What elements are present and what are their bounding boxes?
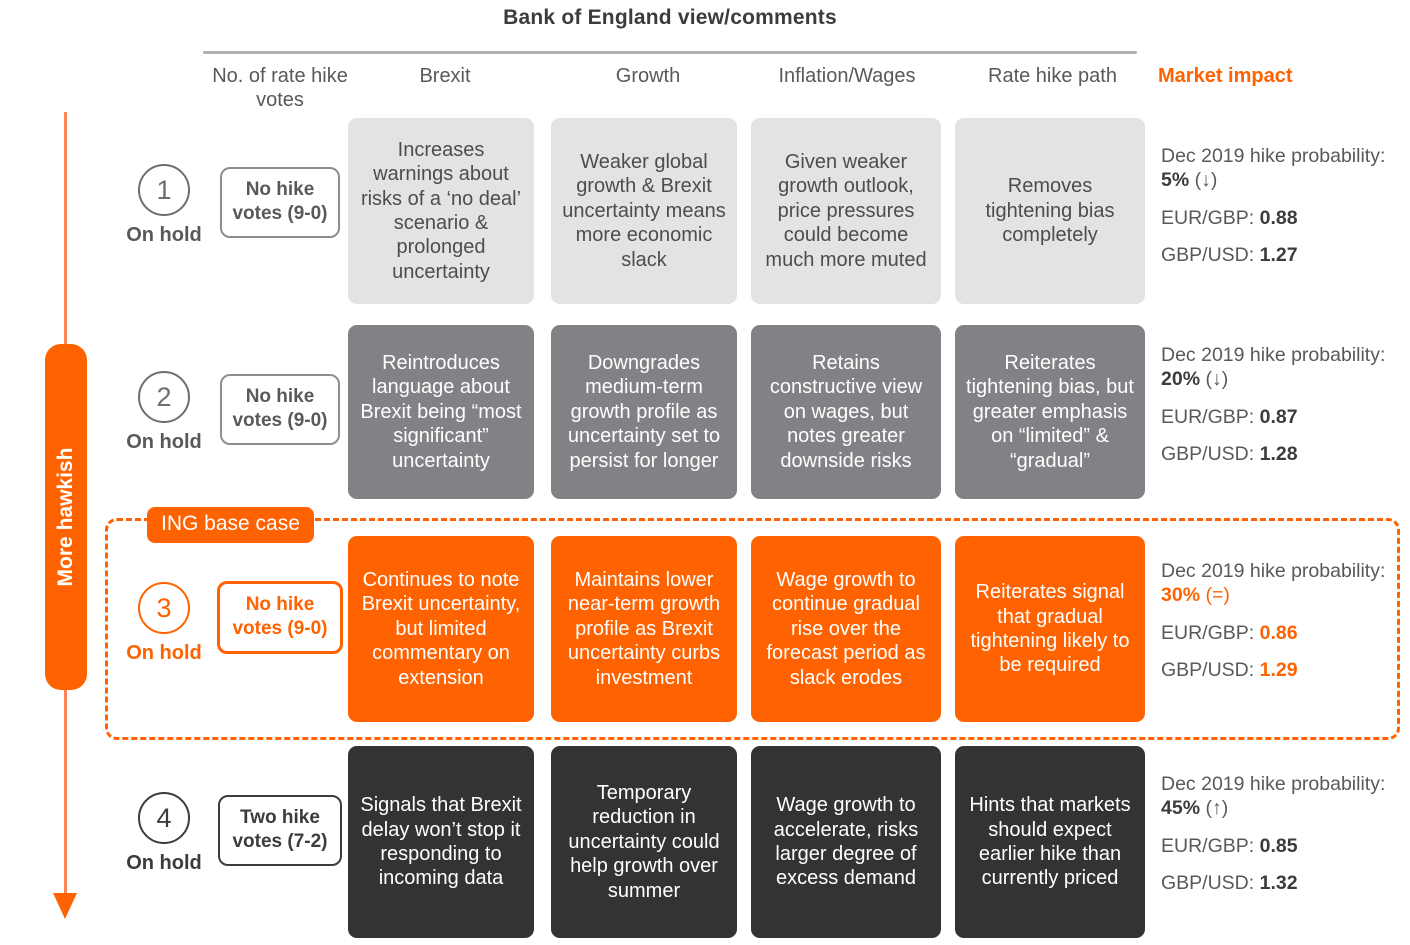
cell-inflation: Given weaker growth outlook, price press… (751, 118, 941, 304)
page-title: Bank of England view/comments (503, 6, 837, 29)
cell-growth: Weaker global growth & Brexit uncertaint… (551, 118, 737, 304)
hawkish-axis-label: More hawkish (45, 344, 87, 690)
gbpusd-value: 1.29 (1259, 658, 1298, 681)
hike-probability-value: 30% (1161, 584, 1201, 607)
cell-inflation: Wage growth to accelerate, risks larger … (751, 746, 941, 938)
table-row: 1 On hold No hike votes (9-0) Increases … (0, 118, 1410, 304)
column-header-brexit: Brexit (419, 65, 471, 87)
scenario-indicator: 2 On hold (118, 371, 210, 454)
hike-probability-direction-icon: (=) (1205, 584, 1230, 607)
cell-growth: Temporary reduction in uncertainty could… (551, 746, 737, 938)
hike-probability-label: Dec 2019 hike probability: (1161, 344, 1386, 366)
eurgbp-value: 0.87 (1259, 406, 1298, 429)
cell-growth: Maintains lower near-term growth profile… (551, 536, 737, 722)
hike-probability-value: 5% (1161, 169, 1190, 192)
scenario-number: 4 (138, 792, 190, 844)
gbpusd-line: GBP/USD: 1.29 (1161, 658, 1406, 682)
column-header-market-impact: Market impact (1158, 65, 1293, 87)
hike-probability-direction-icon: (↓) (1194, 169, 1218, 192)
table-row: 4 On hold Two hike votes (7-2) Signals t… (0, 746, 1410, 938)
gbpusd-value: 1.28 (1259, 442, 1298, 465)
cell-brexit: Signals that Brexit delay won’t stop it … (348, 746, 534, 938)
scenario-status: On hold (126, 852, 202, 874)
scenario-indicator: 3 On hold (118, 582, 210, 665)
table-row: 2 On hold No hike votes (9-0) Reintroduc… (0, 325, 1410, 499)
scenario-indicator: 1 On hold (118, 164, 210, 247)
hike-probability-direction-icon: (↑) (1205, 797, 1229, 820)
column-header-growth: Growth (615, 65, 681, 87)
ing-base-case-highlight (105, 518, 1400, 740)
header-divider (203, 51, 1137, 54)
cell-brexit: Increases warnings about risks of a ‘no … (348, 118, 534, 304)
hike-probability-value: 45% (1161, 797, 1201, 820)
gbpusd-label: GBP/USD: (1161, 871, 1255, 894)
column-header-rate-path: Rate hike path (988, 65, 1117, 87)
scenario-status: On hold (126, 224, 202, 246)
market-impact-cell: Dec 2019 hike probability: 5% (↓) EUR/GB… (1161, 144, 1406, 267)
votes-box: No hike votes (9-0) (220, 167, 340, 238)
hike-probability-line: Dec 2019 hike probability: 30% (=) (1161, 559, 1406, 607)
votes-box: No hike votes (9-0) (217, 581, 343, 654)
cell-brexit: Reintroduces language about Brexit being… (348, 325, 534, 499)
eurgbp-label: EUR/GBP: (1161, 835, 1255, 858)
cell-inflation: Retains constructive view on wages, but … (751, 325, 941, 499)
gbpusd-line: GBP/USD: 1.27 (1161, 243, 1406, 267)
eurgbp-label: EUR/GBP: (1161, 406, 1255, 429)
cell-brexit: Continues to note Brexit uncertainty, bu… (348, 536, 534, 722)
eurgbp-value: 0.86 (1259, 622, 1298, 645)
gbpusd-label: GBP/USD: (1161, 243, 1255, 266)
votes-box: No hike votes (9-0) (220, 374, 340, 445)
down-arrow-icon (53, 893, 77, 919)
gbpusd-line: GBP/USD: 1.32 (1161, 871, 1406, 895)
scenario-indicator: 4 On hold (118, 792, 210, 875)
hike-probability-direction-icon: (↓) (1205, 368, 1229, 391)
market-impact-cell: Dec 2019 hike probability: 30% (=) EUR/G… (1161, 559, 1406, 682)
scenario-status: On hold (126, 642, 202, 664)
eurgbp-line: EUR/GBP: 0.87 (1161, 405, 1406, 429)
market-impact-cell: Dec 2019 hike probability: 20% (↓) EUR/G… (1161, 343, 1406, 466)
hike-probability-line: Dec 2019 hike probability: 5% (↓) (1161, 144, 1406, 192)
scenario-number: 2 (138, 371, 190, 423)
cell-rate-path: Reiterates tightening bias, but greater … (955, 325, 1145, 499)
cell-rate-path: Reiterates signal that gradual tightenin… (955, 536, 1145, 722)
hike-probability-label: Dec 2019 hike probability: (1161, 560, 1386, 582)
scenario-number: 1 (138, 164, 190, 216)
votes-box: Two hike votes (7-2) (218, 795, 342, 866)
hike-probability-value: 20% (1161, 368, 1201, 391)
market-impact-cell: Dec 2019 hike probability: 45% (↑) EUR/G… (1161, 772, 1406, 895)
hike-probability-label: Dec 2019 hike probability: (1161, 773, 1386, 795)
cell-rate-path: Removes tightening bias completely (955, 118, 1145, 304)
ing-base-case-badge: ING base case (147, 507, 314, 543)
gbpusd-line: GBP/USD: 1.28 (1161, 442, 1406, 466)
column-header-votes: No. of rate hike votes (212, 65, 348, 112)
hike-probability-line: Dec 2019 hike probability: 20% (↓) (1161, 343, 1406, 391)
cell-growth: Downgrades medium-term growth profile as… (551, 325, 737, 499)
hike-probability-line: Dec 2019 hike probability: 45% (↑) (1161, 772, 1406, 820)
column-header-inflation: Inflation/Wages (778, 65, 916, 87)
eurgbp-line: EUR/GBP: 0.85 (1161, 834, 1406, 858)
gbpusd-value: 1.27 (1259, 243, 1298, 266)
eurgbp-value: 0.88 (1259, 207, 1298, 230)
cell-inflation: Wage growth to continue gradual rise ove… (751, 536, 941, 722)
cell-rate-path: Hints that markets should expect earlier… (955, 746, 1145, 938)
hike-probability-label: Dec 2019 hike probability: (1161, 145, 1386, 167)
scenario-number: 3 (138, 582, 190, 634)
table-row: 3 On hold No hike votes (9-0) Continues … (0, 536, 1410, 722)
gbpusd-value: 1.32 (1259, 871, 1298, 894)
eurgbp-value: 0.85 (1259, 835, 1298, 858)
scenario-status: On hold (126, 431, 202, 453)
gbpusd-label: GBP/USD: (1161, 658, 1255, 681)
eurgbp-label: EUR/GBP: (1161, 207, 1255, 230)
gbpusd-label: GBP/USD: (1161, 442, 1255, 465)
eurgbp-line: EUR/GBP: 0.88 (1161, 206, 1406, 230)
eurgbp-label: EUR/GBP: (1161, 622, 1255, 645)
eurgbp-line: EUR/GBP: 0.86 (1161, 621, 1406, 645)
